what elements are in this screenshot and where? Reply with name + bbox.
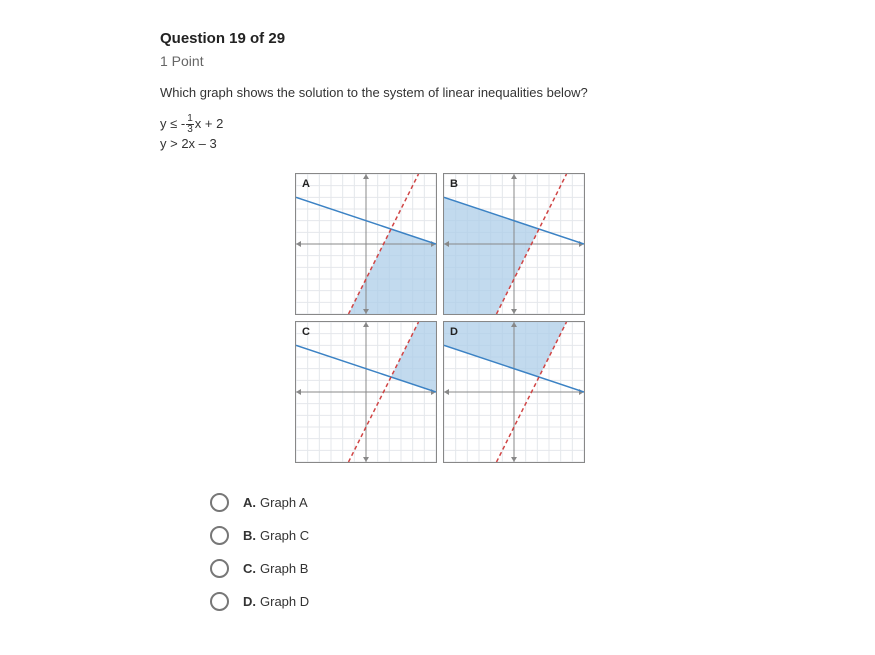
answer-letter: B. (243, 528, 256, 543)
graph-svg (444, 174, 584, 314)
answer-letter: C. (243, 561, 256, 576)
inequalities: y ≤ -13x + 2 y > 2x – 3 (160, 114, 720, 153)
answer-text: Graph A (260, 495, 308, 510)
inequality-1: y ≤ -13x + 2 (160, 114, 720, 135)
graph-svg (444, 322, 584, 462)
question-container: Question 19 of 29 1 Point Which graph sh… (0, 0, 720, 655)
radio-icon[interactable] (210, 526, 229, 545)
answer-choices: A. Graph A B. Graph C C. Graph B D. Graph D (210, 493, 720, 611)
answer-choice-d[interactable]: D. Graph D (210, 592, 720, 611)
graph-label: B (450, 178, 458, 190)
question-points: 1 Point (160, 53, 720, 69)
answer-letter: A. (243, 495, 256, 510)
question-prompt: Which graph shows the solution to the sy… (160, 85, 720, 100)
graph-c: C (295, 321, 437, 463)
graph-label: C (302, 326, 310, 338)
graphs-grid: A B C D (160, 173, 720, 463)
graph-label: D (450, 326, 458, 338)
radio-icon[interactable] (210, 592, 229, 611)
graph-svg (296, 322, 436, 462)
answer-choice-b[interactable]: B. Graph C (210, 526, 720, 545)
answer-text: Graph C (260, 528, 309, 543)
graph-a: A (295, 173, 437, 315)
answer-letter: D. (243, 594, 256, 609)
graph-label: A (302, 178, 310, 190)
answer-text: Graph D (260, 594, 309, 609)
inequality-2: y > 2x – 3 (160, 135, 720, 153)
graph-d: D (443, 321, 585, 463)
answer-choice-a[interactable]: A. Graph A (210, 493, 720, 512)
answer-text: Graph B (260, 561, 308, 576)
radio-icon[interactable] (210, 559, 229, 578)
radio-icon[interactable] (210, 493, 229, 512)
answer-choice-c[interactable]: C. Graph B (210, 559, 720, 578)
graph-b: B (443, 173, 585, 315)
graph-svg (296, 174, 436, 314)
question-header: Question 19 of 29 (160, 30, 720, 47)
